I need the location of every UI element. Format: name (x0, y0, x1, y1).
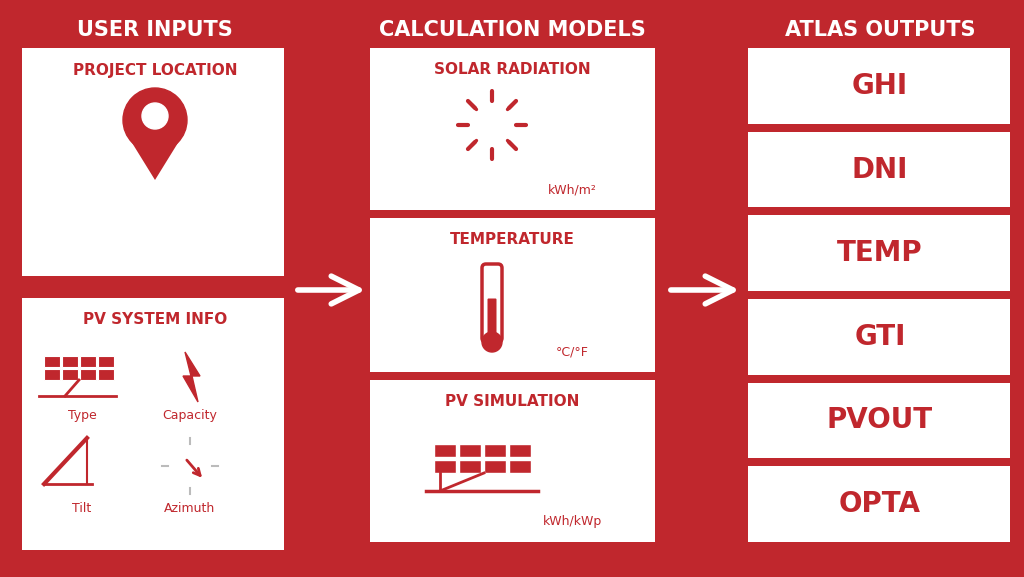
Bar (22, 48, 284, 276)
Bar (370, 380, 655, 542)
Bar (748, 299, 1010, 374)
Polygon shape (128, 136, 182, 180)
Bar (62, 369, 78, 380)
Text: OPTA: OPTA (839, 490, 921, 518)
Bar (370, 48, 655, 210)
Text: Azimuth: Azimuth (165, 501, 216, 515)
Bar (509, 444, 531, 457)
Bar (62, 356, 78, 367)
Text: Type: Type (68, 410, 96, 422)
Text: SOLAR RADIATION: SOLAR RADIATION (434, 62, 590, 77)
FancyArrowPatch shape (298, 276, 359, 304)
Text: DNI: DNI (852, 155, 908, 183)
FancyBboxPatch shape (487, 298, 497, 339)
Text: TEMP: TEMP (838, 239, 923, 267)
Bar (509, 460, 531, 473)
Bar (484, 460, 506, 473)
Bar (748, 466, 1010, 542)
Circle shape (142, 103, 168, 129)
Text: CALCULATION MODELS: CALCULATION MODELS (379, 20, 645, 40)
Bar (80, 369, 96, 380)
FancyBboxPatch shape (482, 264, 502, 342)
Text: GHI: GHI (852, 72, 908, 100)
Text: USER INPUTS: USER INPUTS (77, 20, 232, 40)
Text: °C/°F: °C/°F (556, 346, 589, 358)
Bar (748, 132, 1010, 207)
Text: PROJECT LOCATION: PROJECT LOCATION (73, 62, 238, 77)
Bar (459, 460, 481, 473)
Bar (748, 383, 1010, 458)
Text: PV SYSTEM INFO: PV SYSTEM INFO (83, 313, 227, 328)
Bar (80, 356, 96, 367)
Bar (22, 298, 284, 550)
Text: PV SIMULATION: PV SIMULATION (444, 395, 580, 410)
Text: GTI: GTI (854, 323, 905, 351)
Bar (434, 460, 456, 473)
Bar (748, 215, 1010, 291)
Text: TEMPERATURE: TEMPERATURE (450, 233, 574, 248)
Text: PVOUT: PVOUT (827, 407, 933, 434)
Bar (434, 444, 456, 457)
Bar (370, 218, 655, 372)
Text: kWh/m²: kWh/m² (548, 183, 596, 197)
Text: Tilt: Tilt (73, 501, 91, 515)
Text: Capacity: Capacity (163, 410, 217, 422)
Bar (484, 444, 506, 457)
Bar (98, 369, 114, 380)
Bar (44, 369, 60, 380)
Circle shape (482, 332, 502, 352)
Text: kWh/kWp: kWh/kWp (543, 515, 602, 529)
Bar (459, 444, 481, 457)
Polygon shape (183, 352, 200, 402)
Bar (98, 356, 114, 367)
FancyArrowPatch shape (671, 276, 733, 304)
Bar (748, 48, 1010, 123)
Text: ATLAS OUTPUTS: ATLAS OUTPUTS (784, 20, 975, 40)
Bar (44, 356, 60, 367)
FancyArrowPatch shape (186, 460, 200, 475)
Circle shape (123, 88, 187, 152)
